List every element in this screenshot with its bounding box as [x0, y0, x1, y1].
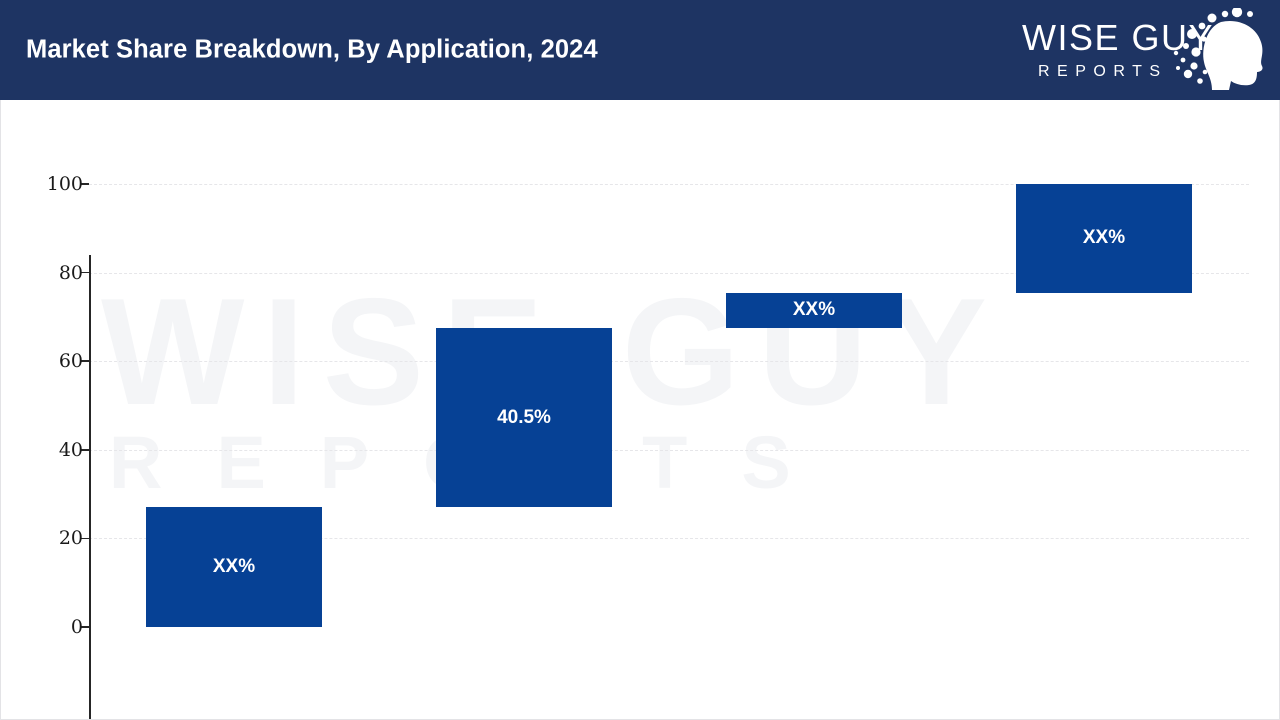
y-tick-label: 20 — [58, 527, 83, 550]
header-banner: Market Share Breakdown, By Application, … — [0, 0, 1280, 100]
gridline — [89, 272, 1249, 274]
gridline — [89, 361, 1249, 363]
svg-text:WISE GUY: WISE GUY — [1022, 17, 1214, 58]
bar-transplantation[interactable] — [726, 292, 902, 328]
gridline — [89, 184, 1249, 185]
y-tick-mark — [81, 360, 89, 362]
y-tick-label: 80 — [58, 261, 83, 284]
bar-value-label: 40.5% — [497, 406, 551, 428]
y-tick-mark — [81, 626, 89, 628]
bar-value-label: XX% — [1082, 227, 1126, 249]
y-tick-label: 40 — [58, 438, 83, 461]
svg-text:REPORTS: REPORTS — [1038, 63, 1168, 80]
y-tick-mark — [81, 271, 89, 274]
y-tick-mark — [81, 183, 89, 185]
gridline — [89, 538, 1249, 540]
bar-pharmacogenomics[interactable] — [1016, 184, 1192, 293]
gridline — [89, 449, 1249, 451]
y-tick-label: 100 — [46, 173, 83, 195]
y-tick-mark — [81, 449, 89, 451]
bar-value-label: XX% — [212, 556, 256, 578]
bar-oncology[interactable] — [436, 327, 612, 508]
y-axis-spine — [89, 255, 91, 719]
bar-value-label: XX% — [792, 299, 836, 321]
y-tick-label: 0 — [70, 616, 83, 638]
page-title: Market Share Breakdown, By Application, … — [26, 35, 598, 64]
wise-guy-reports-logo: WISE GUY REPORTS — [1016, 6, 1274, 92]
y-tick-mark — [81, 537, 89, 540]
bar-genetics[interactable] — [146, 507, 322, 627]
y-tick-label: 60 — [58, 350, 83, 373]
